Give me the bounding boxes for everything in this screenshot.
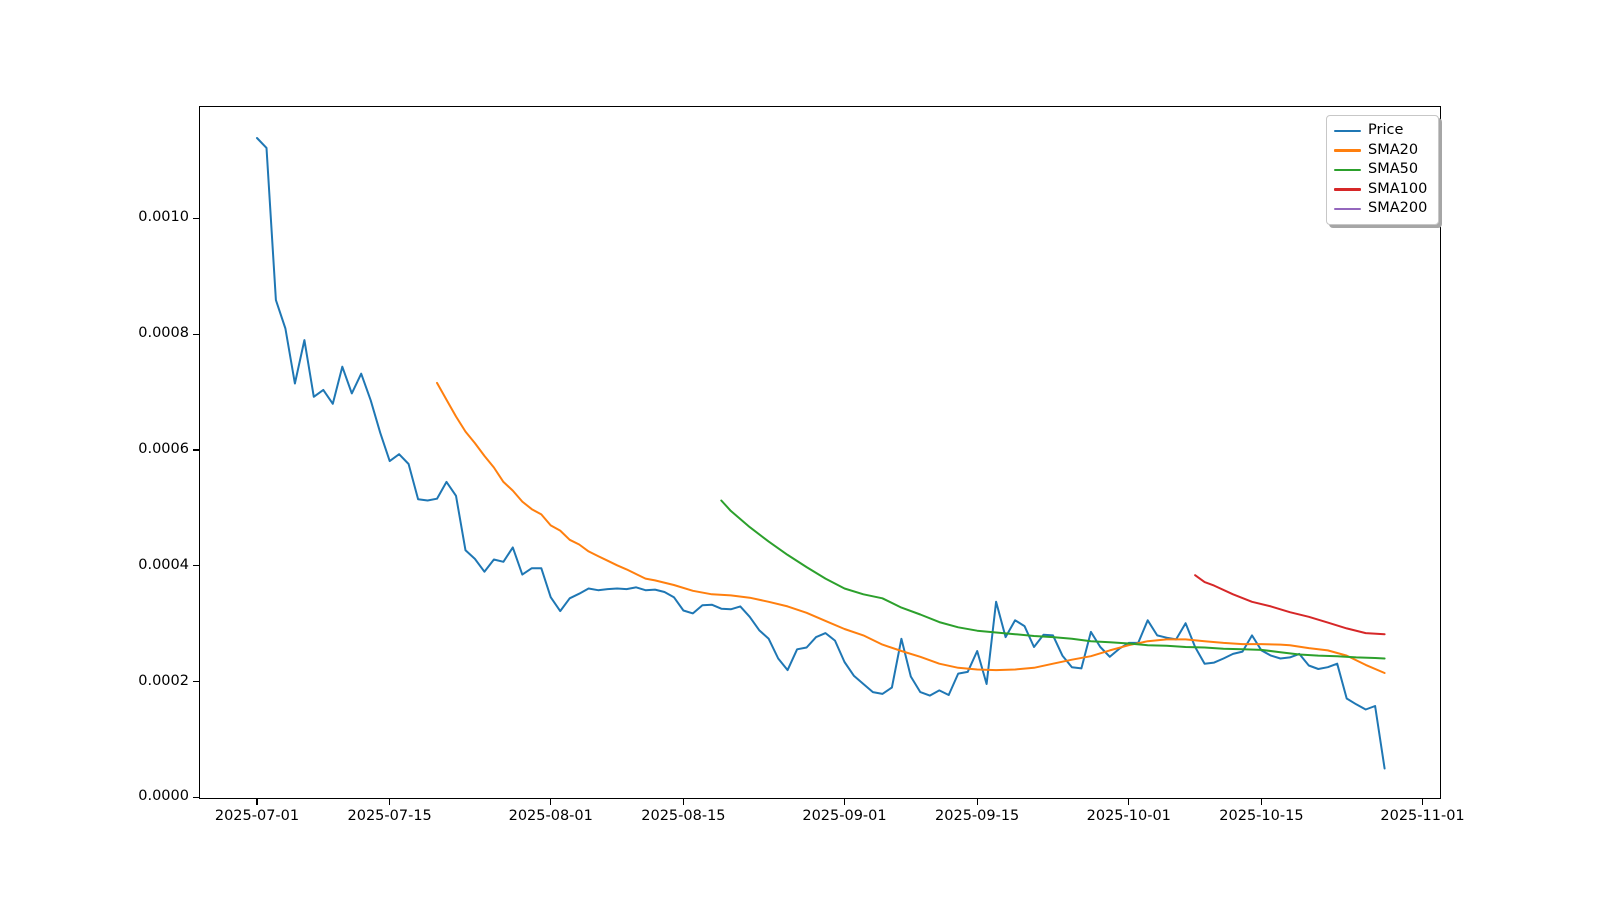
y-tick — [193, 681, 199, 683]
y-tick — [193, 449, 199, 451]
legend: Price SMA20 SMA50 SMA100 SMA200 — [1326, 115, 1439, 225]
x-tick — [843, 799, 846, 805]
x-tick-label: 2025-07-15 — [347, 808, 432, 824]
x-tick-label: 2025-08-01 — [508, 808, 593, 824]
x-tick-label: 2025-10-01 — [1086, 808, 1171, 824]
plot-area — [199, 106, 1441, 799]
y-tick-label: 0.0002 — [138, 672, 189, 689]
y-tick — [193, 565, 199, 567]
y-tick-label: 0.0006 — [138, 441, 189, 458]
y-tick — [193, 796, 199, 799]
y-tick — [193, 333, 199, 335]
x-tick-label: 2025-08-15 — [641, 808, 726, 824]
y-tick-label: 0.0010 — [138, 209, 189, 226]
series-line-sma20 — [436, 381, 1386, 674]
legend-label: SMA50 — [1368, 161, 1419, 178]
x-tick — [976, 799, 978, 805]
legend-entry-sma200: SMA200 — [1334, 199, 1431, 219]
legend-label: Price — [1368, 122, 1404, 138]
legend-entry-sma20: SMA20 — [1334, 141, 1431, 161]
legend-line-sample — [1334, 168, 1361, 172]
y-tick-label: 0.0008 — [138, 325, 189, 342]
x-tick-label: 2025-07-01 — [214, 808, 300, 824]
legend-entry-sma100: SMA100 — [1334, 180, 1431, 200]
series-line-sma50 — [720, 499, 1386, 660]
x-tick-label: 2025-09-15 — [935, 808, 1020, 824]
x-tick — [682, 799, 684, 805]
y-tick — [193, 217, 199, 220]
legend-entry-price: Price — [1334, 121, 1431, 141]
x-tick-label: 2025-10-15 — [1219, 808, 1304, 824]
x-tick — [389, 799, 391, 805]
y-tick-label: 0.0004 — [138, 556, 189, 573]
series-line-sma100 — [1194, 574, 1386, 636]
legend-label: SMA200 — [1368, 200, 1428, 217]
x-tick — [256, 799, 258, 805]
x-tick-label: 2025-11-01 — [1380, 808, 1465, 824]
x-tick — [1128, 799, 1130, 805]
legend-label: SMA100 — [1368, 180, 1428, 197]
x-tick — [1421, 799, 1424, 805]
x-tick — [1260, 799, 1263, 805]
series-line-price — [256, 137, 1386, 770]
legend-label: SMA20 — [1368, 141, 1419, 158]
x-tick — [550, 799, 552, 805]
y-tick-label: 0.0000 — [138, 788, 189, 805]
legend-line-sample — [1334, 149, 1361, 152]
legend-line-sample — [1334, 129, 1361, 132]
legend-line-sample — [1334, 188, 1361, 191]
legend-line-sample — [1334, 207, 1361, 211]
x-tick-label: 2025-09-01 — [802, 808, 887, 824]
legend-entry-sma50: SMA50 — [1334, 160, 1431, 180]
